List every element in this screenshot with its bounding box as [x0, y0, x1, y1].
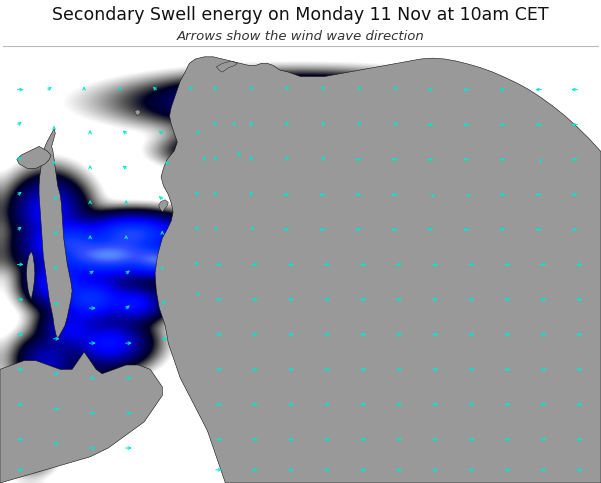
Polygon shape: [39, 129, 72, 339]
Polygon shape: [216, 61, 237, 72]
Polygon shape: [17, 146, 51, 168]
Polygon shape: [26, 251, 35, 299]
Polygon shape: [135, 110, 140, 116]
Polygon shape: [159, 200, 168, 212]
Polygon shape: [155, 57, 601, 483]
Polygon shape: [0, 352, 162, 483]
Text: Arrows show the wind wave direction: Arrows show the wind wave direction: [177, 30, 424, 43]
Text: Secondary Swell energy on Monday 11 Nov at 10am CET: Secondary Swell energy on Monday 11 Nov …: [52, 6, 549, 24]
